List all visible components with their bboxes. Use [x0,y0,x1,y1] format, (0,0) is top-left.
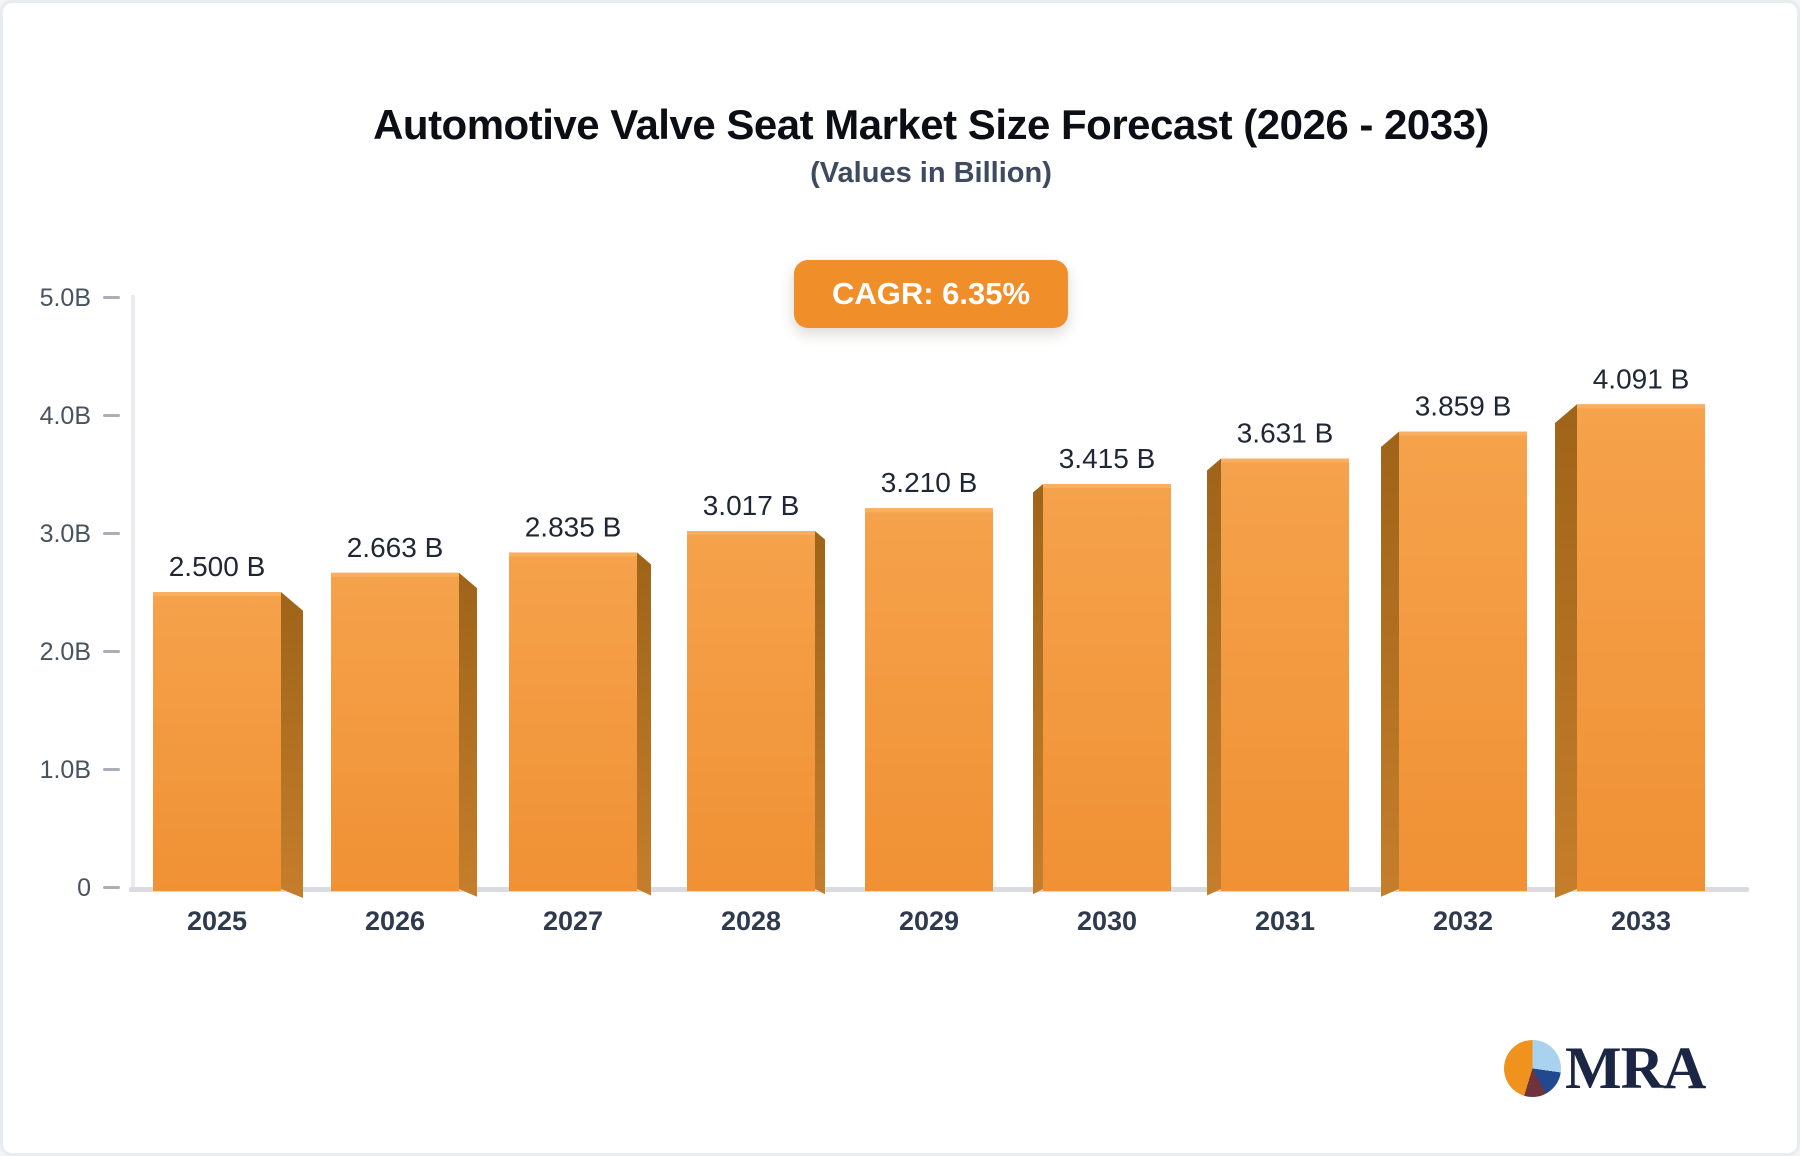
x-axis-label: 2032 [1433,906,1493,936]
x-axis-label: 2033 [1611,906,1671,936]
bar-top-highlight [509,552,637,557]
bar-top-highlight [331,572,459,577]
bar-side-face [815,530,825,895]
bar-value-label: 3.415 B [1059,443,1156,474]
y-axis-tick [103,650,120,653]
bar-2026 [331,572,459,891]
bar-2027 [509,552,637,891]
brand-logo: MRA [1504,1035,1706,1101]
cagr-badge: CAGR: 6.35% [793,260,1069,328]
y-axis-tick [103,532,120,535]
pie-chart-logo-icon [1504,1040,1561,1097]
bar-side-face [1555,404,1577,899]
bar-value-label: 2.500 B [169,551,266,582]
y-axis-tick-label: 0 [77,874,91,902]
x-axis-label: 2030 [1077,906,1137,936]
y-axis-tick-label: 4.0B [40,402,91,430]
bar-top-highlight [1399,431,1527,436]
y-axis-tick [103,768,120,771]
bar-value-label: 2.663 B [347,532,444,563]
bar-2032 [1399,431,1527,891]
chart-svg: 0 1.0B 2.0B 3.0B 4.0B 5.0B 2.500 B 2025 2.663 B 2… [40,284,1749,936]
bar-value-label: 3.859 B [1415,391,1512,422]
bar-2033 [1577,404,1705,891]
bar-side-face [1207,458,1221,896]
bar-2025 [153,592,281,891]
bar-2030 [1043,484,1171,891]
bar-value-label: 4.091 B [1593,363,1690,394]
y-axis-tick [103,886,120,889]
bar-top-highlight [1221,458,1349,463]
chart-title: Automotive Valve Seat Market Size Foreca… [373,101,1489,148]
bar-2028 [687,530,815,891]
bar-value-label: 3.631 B [1237,418,1334,449]
x-axis-label: 2028 [721,906,781,936]
bar-top-highlight [1043,484,1171,489]
chart-subtitle: (Values in Billion) [810,157,1052,189]
bar-side-face [1381,431,1399,897]
bar-side-face [637,552,651,896]
bar-2031 [1221,458,1349,891]
bar-value-label: 3.017 B [703,490,800,521]
y-axis-tick [103,296,120,299]
bar-side-face [1033,484,1043,895]
y-axis-tick [103,414,120,417]
bar-side-face [459,572,477,897]
brand-text: MRA [1565,1035,1706,1101]
bar-side-face [281,592,303,899]
bar-top-highlight [1577,404,1705,409]
bar-2029 [865,508,993,891]
bar-top-highlight [153,592,281,596]
bar-value-label: 3.210 B [881,467,978,498]
y-axis-tick-label: 2.0B [40,638,91,666]
y-axis-tick-label: 5.0B [40,284,91,312]
x-axis-label: 2027 [543,906,603,936]
bar-top-highlight [865,508,993,513]
y-axis-line [131,295,135,887]
x-axis-label: 2031 [1255,906,1315,936]
bar-value-label: 2.835 B [525,511,622,542]
x-axis-label: 2029 [899,906,959,936]
x-axis-label: 2025 [187,906,247,936]
bar-top-highlight [687,530,815,535]
y-axis-tick-label: 3.0B [40,520,91,548]
y-axis-tick-label: 1.0B [40,756,91,784]
x-axis-label: 2026 [365,906,425,936]
